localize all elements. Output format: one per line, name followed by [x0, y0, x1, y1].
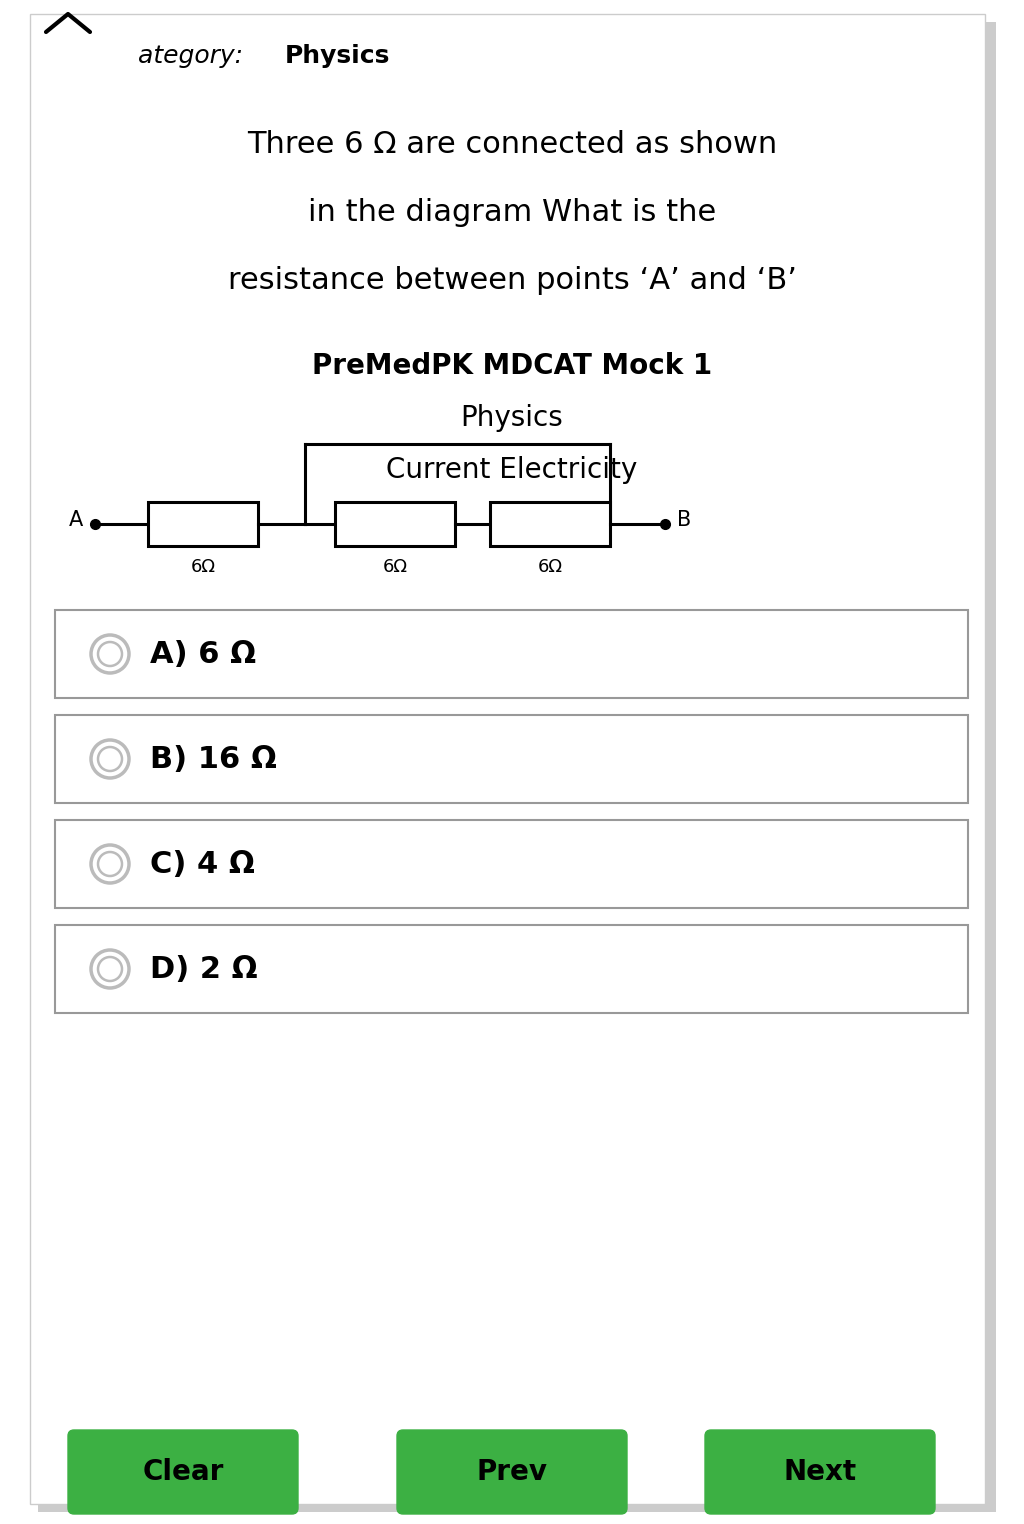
- Text: B) 16 Ω: B) 16 Ω: [150, 745, 276, 774]
- Circle shape: [98, 747, 122, 771]
- Text: ategory:: ategory:: [138, 44, 251, 69]
- Text: A) 6 Ω: A) 6 Ω: [150, 640, 256, 669]
- Text: Prev: Prev: [476, 1458, 548, 1486]
- Text: 6Ω: 6Ω: [383, 558, 408, 576]
- FancyBboxPatch shape: [55, 820, 968, 908]
- Text: Physics: Physics: [461, 404, 563, 431]
- Circle shape: [98, 852, 122, 876]
- Text: Physics: Physics: [285, 44, 390, 69]
- Text: Current Electricity: Current Electricity: [386, 456, 638, 485]
- FancyBboxPatch shape: [38, 21, 996, 1512]
- Circle shape: [98, 957, 122, 981]
- Text: B: B: [677, 511, 691, 530]
- Circle shape: [98, 642, 122, 666]
- Text: in the diagram What is the: in the diagram What is the: [308, 198, 716, 227]
- Text: 6Ω: 6Ω: [190, 558, 215, 576]
- FancyBboxPatch shape: [148, 501, 258, 546]
- Text: C) 4 Ω: C) 4 Ω: [150, 849, 255, 878]
- FancyBboxPatch shape: [490, 501, 610, 546]
- Circle shape: [91, 844, 129, 882]
- FancyBboxPatch shape: [55, 925, 968, 1013]
- Text: PreMedPK MDCAT Mock 1: PreMedPK MDCAT Mock 1: [312, 352, 712, 379]
- Text: D) 2 Ω: D) 2 Ω: [150, 954, 258, 983]
- FancyBboxPatch shape: [55, 715, 968, 803]
- FancyBboxPatch shape: [68, 1430, 298, 1513]
- FancyBboxPatch shape: [705, 1430, 935, 1513]
- Circle shape: [91, 636, 129, 674]
- Text: A: A: [69, 511, 83, 530]
- Text: 6Ω: 6Ω: [538, 558, 562, 576]
- FancyBboxPatch shape: [55, 610, 968, 698]
- FancyBboxPatch shape: [397, 1430, 627, 1513]
- Circle shape: [91, 949, 129, 988]
- Text: Clear: Clear: [142, 1458, 223, 1486]
- Text: Next: Next: [783, 1458, 856, 1486]
- FancyBboxPatch shape: [335, 501, 455, 546]
- Text: resistance between points ‘A’ and ‘B’: resistance between points ‘A’ and ‘B’: [227, 265, 797, 294]
- Text: Three 6 Ω are connected as shown: Three 6 Ω are connected as shown: [247, 130, 777, 158]
- FancyBboxPatch shape: [30, 14, 985, 1504]
- Circle shape: [91, 741, 129, 777]
